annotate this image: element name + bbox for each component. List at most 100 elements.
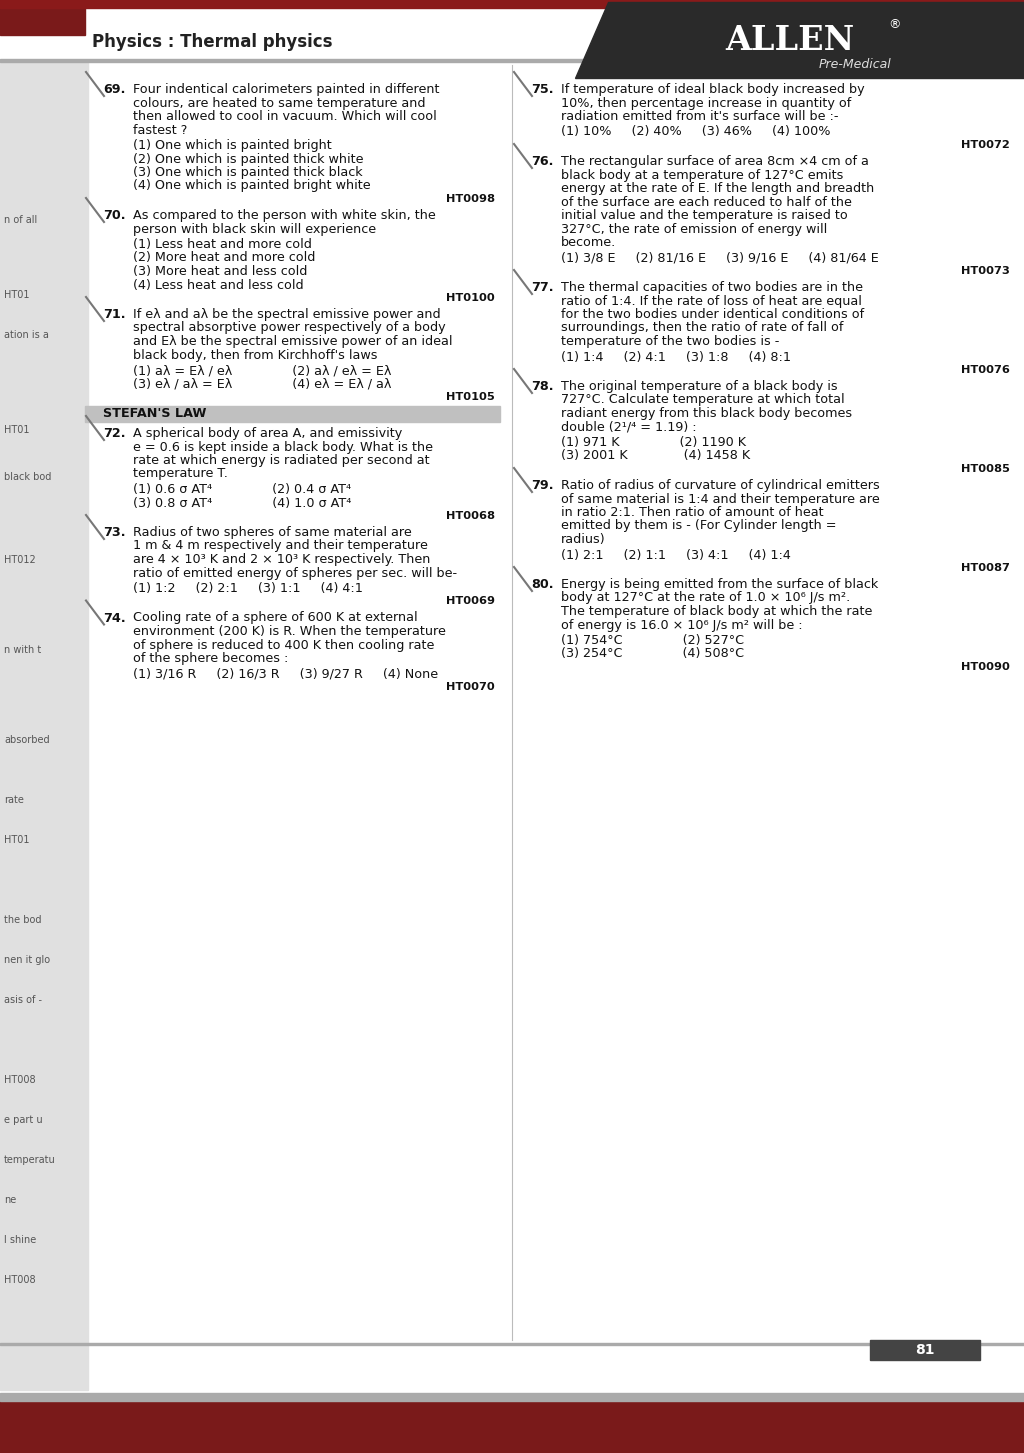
Text: (1) 10%     (2) 40%     (3) 46%     (4) 100%: (1) 10% (2) 40% (3) 46% (4) 100%: [561, 125, 830, 138]
Text: e = 0.6 is kept inside a black body. What is the: e = 0.6 is kept inside a black body. Wha…: [133, 440, 433, 453]
Text: of the surface are each reduced to half of the: of the surface are each reduced to half …: [561, 196, 852, 208]
Text: HT0098: HT0098: [446, 195, 495, 203]
Text: absorbed: absorbed: [4, 735, 49, 745]
Bar: [870, 1340, 980, 1360]
Text: HT0068: HT0068: [446, 511, 495, 522]
Text: (4) Less heat and less cold: (4) Less heat and less cold: [133, 279, 304, 292]
Text: surroundings, then the ratio of rate of fall of: surroundings, then the ratio of rate of …: [561, 321, 844, 334]
Text: 69.: 69.: [103, 83, 125, 96]
Text: (1) 3/16 R     (2) 16/3 R     (3) 9/27 R     (4) None: (1) 3/16 R (2) 16/3 R (3) 9/27 R (4) Non…: [133, 667, 438, 680]
Bar: [0, 60, 1024, 62]
Text: (4) One which is painted bright white: (4) One which is painted bright white: [133, 180, 371, 192]
Text: (1) 2:1     (2) 1:1     (3) 4:1     (4) 1:4: (1) 2:1 (2) 1:1 (3) 4:1 (4) 1:4: [561, 548, 791, 561]
Text: (1) 971 K               (2) 1190 K: (1) 971 K (2) 1190 K: [561, 436, 746, 449]
Text: HT0100: HT0100: [446, 294, 495, 304]
Text: black bod: black bod: [4, 472, 51, 482]
Text: (1) Less heat and more cold: (1) Less heat and more cold: [133, 238, 312, 251]
Text: (1) 3/8 E     (2) 81/16 E     (3) 9/16 E     (4) 81/64 E: (1) 3/8 E (2) 81/16 E (3) 9/16 E (4) 81/…: [561, 251, 879, 264]
Text: asis of -: asis of -: [4, 995, 42, 1005]
Bar: [0, 1398, 1024, 1453]
Text: of same material is 1:4 and their temperature are: of same material is 1:4 and their temper…: [561, 493, 880, 506]
Text: (1) 754°C               (2) 527°C: (1) 754°C (2) 527°C: [561, 634, 744, 647]
Text: ratio of 1:4. If the rate of loss of heat are equal: ratio of 1:4. If the rate of loss of hea…: [561, 295, 862, 308]
Text: 73.: 73.: [103, 526, 126, 539]
Text: are 4 × 10³ K and 2 × 10³ K respectively. Then: are 4 × 10³ K and 2 × 10³ K respectively…: [133, 554, 430, 567]
Text: environment (200 K) is R. When the temperature: environment (200 K) is R. When the tempe…: [133, 625, 445, 638]
Text: Cooling rate of a sphere of 600 K at external: Cooling rate of a sphere of 600 K at ext…: [133, 612, 418, 625]
Text: 70.: 70.: [103, 209, 126, 222]
Bar: [0, 1393, 1024, 1401]
Text: of the sphere becomes :: of the sphere becomes :: [133, 652, 289, 665]
Text: temperatu: temperatu: [4, 1155, 55, 1165]
Text: 79.: 79.: [531, 479, 554, 493]
Text: The temperature of black body at which the rate: The temperature of black body at which t…: [561, 604, 872, 618]
Text: As compared to the person with white skin, the: As compared to the person with white ski…: [133, 209, 436, 222]
Text: temperature of the two bodies is -: temperature of the two bodies is -: [561, 336, 779, 349]
Text: HT0087: HT0087: [962, 562, 1010, 572]
Text: (1) 0.6 σ AT⁴               (2) 0.4 σ AT⁴: (1) 0.6 σ AT⁴ (2) 0.4 σ AT⁴: [133, 482, 351, 495]
Text: 74.: 74.: [103, 612, 126, 625]
Bar: [0, 0, 1024, 9]
Text: body at 127°C at the rate of 1.0 × 10⁶ J/s m².: body at 127°C at the rate of 1.0 × 10⁶ J…: [561, 591, 850, 604]
Text: 80.: 80.: [531, 578, 554, 591]
Text: colours, are heated to same temperature and: colours, are heated to same temperature …: [133, 96, 426, 109]
Text: fastest ?: fastest ?: [133, 124, 187, 137]
Text: HT0072: HT0072: [962, 139, 1010, 150]
Text: radiation emitted from it's surface will be :-: radiation emitted from it's surface will…: [561, 110, 839, 124]
Text: 81: 81: [915, 1343, 935, 1357]
Text: Ratio of radius of curvature of cylindrical emitters: Ratio of radius of curvature of cylindri…: [561, 479, 880, 493]
Text: nen it glo: nen it glo: [4, 955, 50, 965]
Text: 78.: 78.: [531, 381, 554, 392]
Text: in ratio 2:1. Then ratio of amount of heat: in ratio 2:1. Then ratio of amount of he…: [561, 506, 823, 519]
Text: HT01: HT01: [4, 835, 30, 846]
Text: 71.: 71.: [103, 308, 126, 321]
Text: HT01: HT01: [4, 424, 30, 434]
Text: 72.: 72.: [103, 427, 126, 440]
Text: HT0105: HT0105: [446, 392, 495, 402]
Text: (1) One which is painted bright: (1) One which is painted bright: [133, 139, 332, 153]
Text: radius): radius): [561, 533, 605, 546]
Text: Energy is being emitted from the surface of black: Energy is being emitted from the surface…: [561, 578, 879, 591]
Text: (1) aλ = Eλ / eλ               (2) aλ / eλ = Eλ: (1) aλ = Eλ / eλ (2) aλ / eλ = Eλ: [133, 365, 391, 376]
Text: STEFAN'S LAW: STEFAN'S LAW: [103, 407, 207, 420]
Text: Pre-Medical: Pre-Medical: [818, 58, 891, 71]
Bar: [0, 0, 85, 35]
Text: A spherical body of area A, and emissivity: A spherical body of area A, and emissivi…: [133, 427, 402, 440]
Text: ation is a: ation is a: [4, 330, 49, 340]
Text: and Eλ be the spectral emissive power of an ideal: and Eλ be the spectral emissive power of…: [133, 336, 453, 349]
Text: The original temperature of a black body is: The original temperature of a black body…: [561, 381, 838, 392]
Text: (2) More heat and more cold: (2) More heat and more cold: [133, 251, 315, 264]
Text: then allowed to cool in vacuum. Which will cool: then allowed to cool in vacuum. Which wi…: [133, 110, 437, 124]
Text: n with t: n with t: [4, 645, 41, 655]
Text: ne: ne: [4, 1194, 16, 1205]
Text: The rectangular surface of area 8cm ×4 cm of a: The rectangular surface of area 8cm ×4 c…: [561, 155, 869, 169]
Text: Physics : Thermal physics: Physics : Thermal physics: [92, 33, 333, 51]
Text: 727°C. Calculate temperature at which total: 727°C. Calculate temperature at which to…: [561, 394, 845, 407]
Text: 327°C, the rate of emission of energy will: 327°C, the rate of emission of energy wi…: [561, 222, 827, 235]
Text: become.: become.: [561, 235, 616, 248]
Text: double (2¹/⁴ = 1.19) :: double (2¹/⁴ = 1.19) :: [561, 420, 696, 433]
Text: HT008: HT008: [4, 1075, 36, 1085]
Text: HT0090: HT0090: [962, 663, 1010, 671]
Text: HT0085: HT0085: [962, 464, 1010, 474]
Text: (1) 1:4     (2) 4:1     (3) 1:8     (4) 8:1: (1) 1:4 (2) 4:1 (3) 1:8 (4) 8:1: [561, 350, 791, 363]
Text: 77.: 77.: [531, 280, 554, 294]
Text: HT0073: HT0073: [962, 266, 1010, 276]
Text: (3) eλ / aλ = Eλ               (4) eλ = Eλ / aλ: (3) eλ / aλ = Eλ (4) eλ = Eλ / aλ: [133, 378, 391, 391]
Text: spectral absorptive power respectively of a body: spectral absorptive power respectively o…: [133, 321, 445, 334]
Bar: [0, 60, 88, 1391]
Text: rate at which energy is radiated per second at: rate at which energy is radiated per sec…: [133, 453, 430, 466]
Text: ratio of emitted energy of spheres per sec. will be-: ratio of emitted energy of spheres per s…: [133, 567, 457, 580]
Text: emitted by them is - (For Cylinder length =: emitted by them is - (For Cylinder lengt…: [561, 520, 837, 532]
Text: (2) One which is painted thick white: (2) One which is painted thick white: [133, 153, 364, 166]
Text: The thermal capacities of two bodies are in the: The thermal capacities of two bodies are…: [561, 280, 863, 294]
Text: initial value and the temperature is raised to: initial value and the temperature is rai…: [561, 209, 848, 222]
Bar: [85, 405, 500, 421]
Text: HT008: HT008: [4, 1274, 36, 1284]
Text: ®: ®: [889, 19, 901, 32]
Text: black body, then from Kirchhoff's laws: black body, then from Kirchhoff's laws: [133, 349, 378, 362]
Text: black body at a temperature of 127°C emits: black body at a temperature of 127°C emi…: [561, 169, 844, 182]
Text: temperature T.: temperature T.: [133, 468, 228, 481]
Text: Radius of two spheres of same material are: Radius of two spheres of same material a…: [133, 526, 412, 539]
Text: ALLEN: ALLEN: [725, 23, 855, 57]
